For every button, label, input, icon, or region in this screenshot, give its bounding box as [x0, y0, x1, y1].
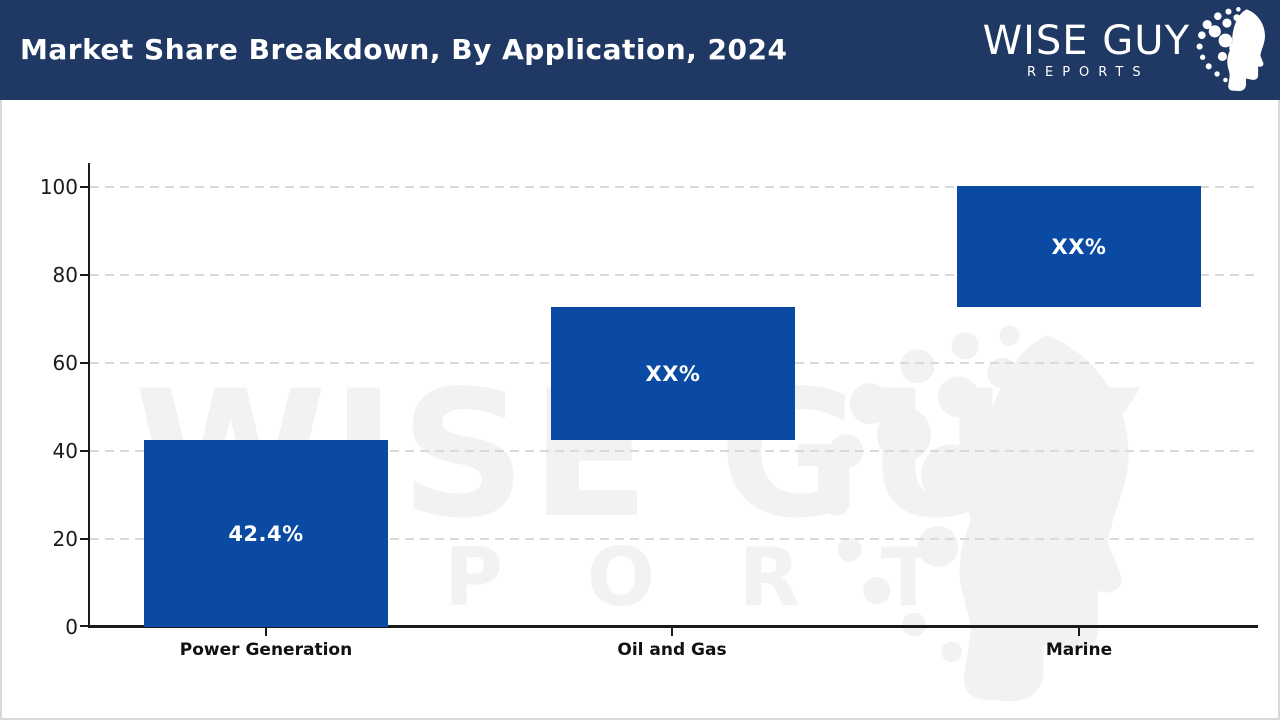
y-tick-label-20: 20: [52, 527, 78, 551]
wiseguy-logo: WISE GUY REPORTS: [983, 0, 1268, 100]
header-bar: Market Share Breakdown, By Application, …: [0, 0, 1280, 100]
bar-value-label-power-generation: 42.4%: [228, 521, 304, 546]
y-tickmark-40: [80, 450, 89, 452]
y-tick-label-60: 60: [52, 351, 78, 375]
logo-text: WISE GUY REPORTS: [983, 21, 1190, 79]
x-tickmark-oil-and-gas: [671, 628, 673, 636]
y-tickmark-60: [80, 362, 89, 364]
y-tick-label-100: 100: [39, 175, 78, 199]
gridline-80: [90, 274, 1258, 276]
bar-value-label-oil-and-gas: XX%: [645, 361, 701, 386]
x-label-oil-and-gas: Oil and Gas: [617, 640, 727, 660]
x-axis: [88, 625, 1258, 628]
y-axis: [88, 163, 90, 628]
x-label-power-generation: Power Generation: [179, 640, 353, 660]
y-tickmark-80: [80, 274, 89, 276]
logo-face-icon: [1196, 7, 1266, 92]
bar-power-generation: 42.4%: [144, 440, 388, 627]
gridline-20: [90, 538, 1258, 540]
gridline-100: [90, 186, 1258, 188]
bar-oil-and-gas: XX%: [551, 307, 795, 440]
logo-subtitle: REPORTS: [1026, 65, 1150, 80]
bar-value-label-marine: XX%: [1051, 234, 1107, 259]
logo-name: WISE GUY: [982, 18, 1190, 64]
y-tickmark-20: [80, 538, 89, 540]
y-tick-label-80: 80: [52, 263, 78, 287]
page-title: Market Share Breakdown, By Application, …: [20, 33, 788, 66]
y-tick-label-0: 0: [65, 615, 78, 639]
chart-area: WISE GUY REPORTS 100 80 60 40 20 0 42.4%…: [0, 100, 1280, 720]
bar-marine: XX%: [957, 186, 1201, 307]
y-tick-label-40: 40: [52, 439, 78, 463]
gridline-40: [90, 450, 1258, 452]
x-tickmark-power-generation: [265, 628, 267, 636]
x-label-marine: Marine: [1045, 640, 1113, 660]
y-tickmark-0: [80, 625, 89, 627]
y-tickmark-100: [80, 186, 89, 188]
x-tickmark-marine: [1078, 628, 1080, 636]
